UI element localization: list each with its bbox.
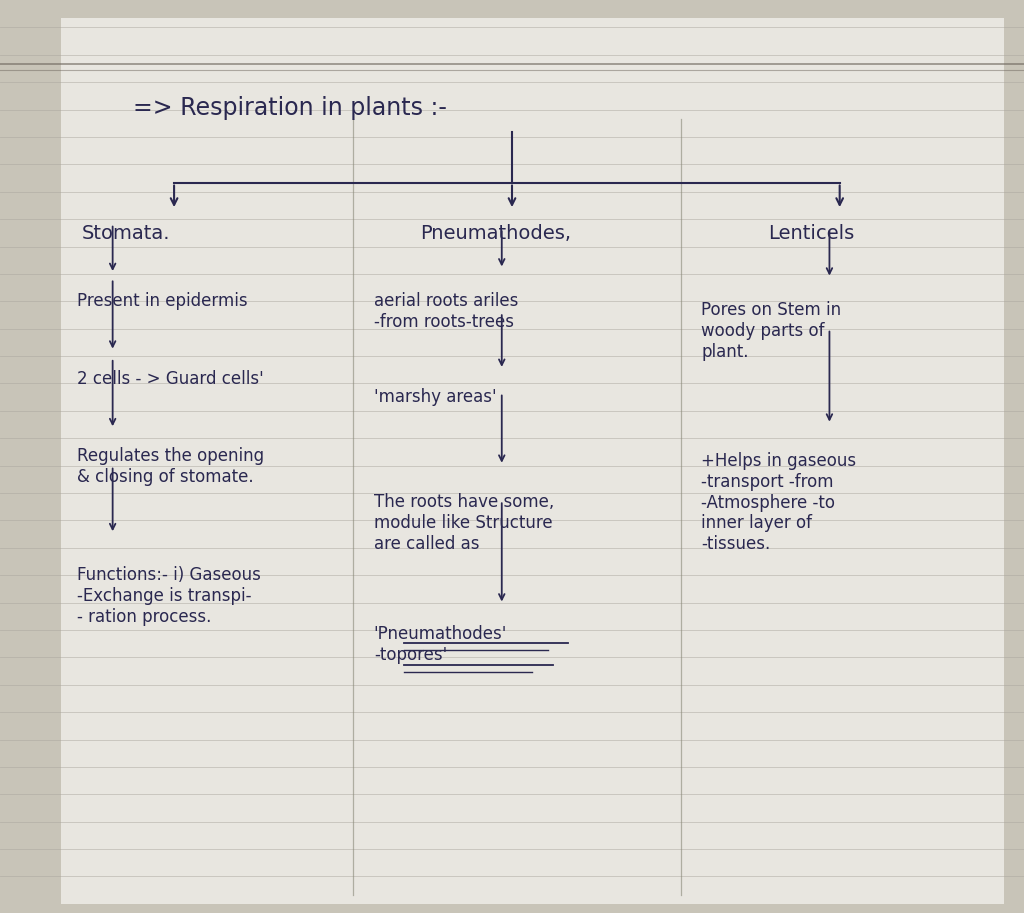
Text: Pores on Stem in
woody parts of
plant.: Pores on Stem in woody parts of plant. [701,301,842,361]
Text: Stomata.: Stomata. [82,224,170,243]
Text: Pneumathodes,: Pneumathodes, [420,224,570,243]
Text: 2 cells - > Guard cells': 2 cells - > Guard cells' [77,370,263,388]
Text: Functions:- i) Gaseous
-Exchange is transpi-
- ration process.: Functions:- i) Gaseous -Exchange is tran… [77,566,261,625]
Text: aerial roots ariles
-from roots-trees: aerial roots ariles -from roots-trees [374,292,518,331]
Text: Regulates the opening
& closing of stomate.: Regulates the opening & closing of stoma… [77,447,264,486]
Text: 'Pneumathodes'
-topores': 'Pneumathodes' -topores' [374,625,507,664]
Text: +Helps in gaseous
-transport -from
-Atmosphere -to
inner layer of
-tissues.: +Helps in gaseous -transport -from -Atmo… [701,452,856,553]
Text: Present in epidermis: Present in epidermis [77,292,248,310]
Text: Lenticels: Lenticels [768,224,854,243]
Text: The roots have some,
module like Structure
are called as: The roots have some, module like Structu… [374,493,554,552]
Text: => Respiration in plants :-: => Respiration in plants :- [133,96,447,120]
Text: 'marshy areas': 'marshy areas' [374,388,497,406]
